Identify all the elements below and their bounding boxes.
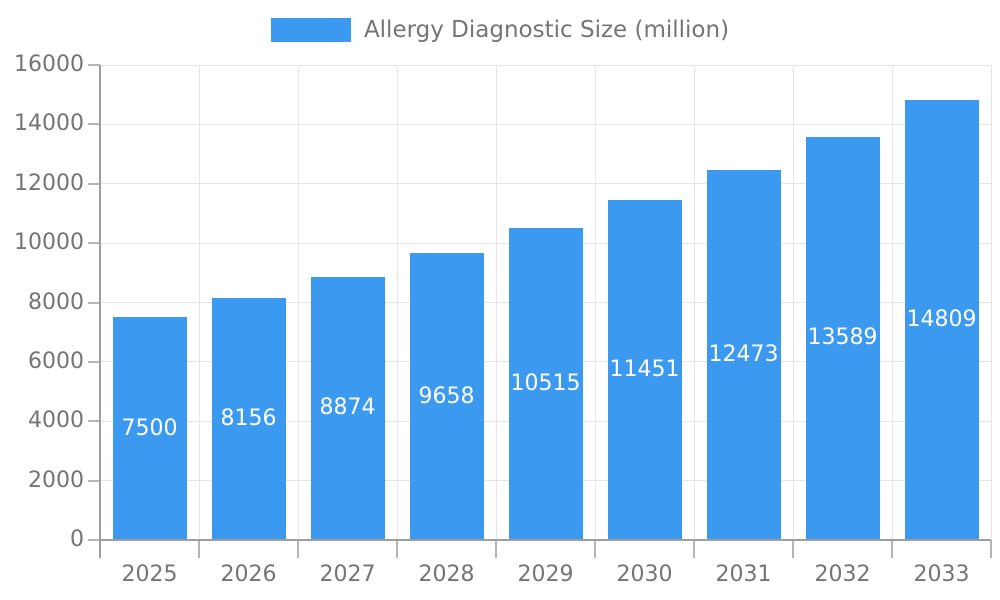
y-axis-tick	[88, 123, 100, 126]
y-axis-tick-label: 8000	[28, 289, 84, 315]
y-axis-line	[99, 65, 101, 558]
x-gridline	[594, 65, 596, 540]
bar-value-label: 9658	[418, 383, 475, 409]
bar-value-label: 11451	[609, 357, 680, 383]
y-axis-tick-label: 6000	[28, 348, 84, 374]
y-axis-tick	[88, 360, 100, 363]
x-axis-tick	[990, 540, 992, 558]
bar-value-label: 12473	[708, 341, 779, 367]
bar: 8156	[211, 297, 286, 540]
x-axis-tick	[495, 540, 497, 558]
bar: 7500	[112, 317, 187, 540]
y-gridline	[100, 183, 991, 185]
x-axis-category-label: 2033	[913, 562, 970, 587]
x-gridline	[693, 65, 695, 540]
y-axis-tick	[88, 182, 100, 185]
x-gridline	[396, 65, 398, 540]
bar-value-label: 8156	[220, 405, 277, 431]
y-axis-tick	[88, 420, 100, 423]
x-axis-category-label: 2026	[220, 562, 277, 587]
y-axis-tick-label: 4000	[28, 408, 84, 434]
bar: 12473	[706, 169, 781, 540]
bar-value-label: 7500	[121, 415, 178, 441]
bar: 11451	[607, 200, 682, 540]
y-axis-tick-label: 2000	[28, 467, 84, 493]
bar: 13589	[805, 136, 880, 540]
y-axis-tick	[88, 539, 100, 541]
x-gridline	[495, 65, 497, 540]
x-gridline	[990, 65, 992, 540]
y-gridline	[100, 123, 991, 125]
y-axis-tick-label: 12000	[14, 170, 84, 196]
x-axis-category-label: 2031	[715, 562, 772, 587]
y-axis-tick	[88, 64, 100, 66]
x-axis-category-label: 2028	[418, 562, 475, 587]
x-gridline	[198, 65, 200, 540]
x-axis-tick	[693, 540, 695, 558]
x-axis-tick	[891, 540, 893, 558]
bar-value-label: 14809	[906, 307, 977, 333]
x-axis-category-label: 2032	[814, 562, 871, 587]
bar-value-label: 8874	[319, 395, 376, 421]
y-axis-tick	[88, 242, 100, 245]
bar: 9658	[409, 253, 484, 540]
bar: 10515	[508, 227, 583, 540]
legend-label[interactable]: Allergy Diagnostic Size (million)	[363, 17, 730, 43]
bar-value-label: 10515	[510, 370, 581, 396]
x-axis-category-label: 2027	[319, 562, 376, 587]
bar: 8874	[310, 276, 385, 540]
bar-value-label: 13589	[807, 325, 878, 351]
y-axis-tick-label: 14000	[14, 111, 84, 137]
x-axis-tick	[297, 540, 299, 558]
x-axis-category-label: 2029	[517, 562, 574, 587]
x-axis-tick	[594, 540, 596, 558]
bar: 14809	[904, 100, 979, 540]
x-gridline	[792, 65, 794, 540]
y-axis-tick	[88, 301, 100, 304]
x-axis-category-label: 2025	[121, 562, 178, 587]
y-axis-tick-label: 0	[70, 527, 84, 552]
x-axis-tick	[198, 540, 200, 558]
legend-swatch-icon[interactable]	[270, 18, 351, 42]
x-axis-category-label: 2030	[616, 562, 673, 587]
y-axis-tick	[88, 479, 100, 482]
y-gridline	[100, 64, 991, 66]
x-axis-tick	[792, 540, 794, 558]
legend: Allergy Diagnostic Size (million)	[0, 18, 1000, 42]
y-axis-tick-label: 10000	[14, 230, 84, 256]
x-axis-tick	[396, 540, 398, 558]
x-gridline	[297, 65, 299, 540]
x-gridline	[891, 65, 893, 540]
x-axis-line	[100, 539, 991, 541]
y-axis-tick-label: 16000	[14, 52, 84, 77]
